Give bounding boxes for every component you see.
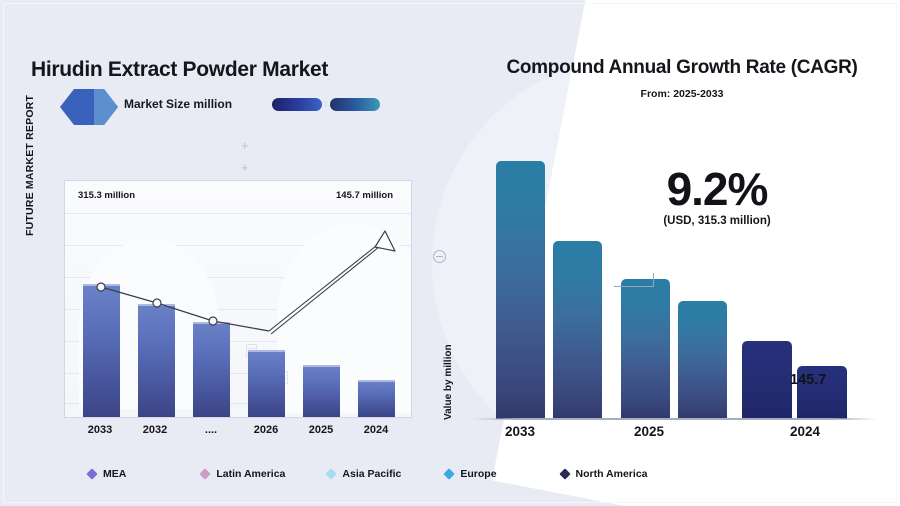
legend-label-north-america: North America [575, 468, 648, 480]
bar-ellipsis [193, 322, 230, 417]
brand-row: Market Size million : [60, 86, 400, 126]
bar-2026 [248, 350, 285, 417]
legend-label-latin-america: Latin America [216, 468, 286, 480]
x-label-2025: 2025 [308, 424, 334, 436]
brand-label: Market Size million [124, 97, 233, 111]
legend-label-mea: MEA [103, 468, 127, 480]
rbar-2033-upper [496, 161, 545, 419]
cagr-title: Compound Annual Growth Rate (CAGR) [506, 57, 858, 78]
rbar-2024-lower [797, 366, 847, 419]
rbar-2024-upper [742, 341, 792, 419]
legend-label-europe: Europe [460, 468, 497, 480]
pill-primary [272, 98, 322, 111]
right-x-label-2033: 2033 [504, 424, 536, 439]
legend-marker-europe [443, 468, 456, 480]
x-label-2026: 2026 [253, 424, 279, 436]
legend-marker-asia-pacific [325, 468, 338, 480]
legend-item-asia-pacific[interactable]: Asia Pacific [325, 468, 402, 480]
legend-item-europe[interactable]: Europe [443, 468, 497, 480]
left-chart-y-axis-title: FUTURE MARKET REPORT [24, 94, 36, 236]
x-label-ellipsis: .... [204, 424, 218, 436]
pill-separator-icon: : [325, 101, 327, 108]
legend: MEA Latin America Asia Pacific Europe No… [0, 464, 860, 484]
right-panel: Compound Annual Growth Rate (CAGR) From:… [452, 0, 900, 506]
x-label-2024: 2024 [363, 424, 389, 436]
left-chart-start-label: 315.3 million [78, 190, 136, 201]
left-bar-chart [64, 180, 412, 418]
plus-decor-icon-1: + [241, 138, 249, 153]
legend-pills: : [272, 98, 380, 111]
legend-item-north-america[interactable]: North America [558, 468, 648, 480]
legend-item-latin-america[interactable]: Latin America [199, 468, 286, 480]
bar-2024 [358, 380, 395, 417]
legend-marker-north-america [558, 468, 571, 480]
circle-minus-icon [433, 250, 446, 263]
legend-label-asia-pacific: Asia Pacific [342, 468, 402, 480]
x-label-2032: 2032 [142, 424, 168, 436]
x-label-2033: 2033 [87, 424, 113, 436]
legend-item-mea[interactable]: MEA [86, 468, 127, 480]
left-chart-x-labels: 2033 2032 .... 2026 2025 2024 [64, 424, 412, 442]
right-chart-baseline [472, 418, 878, 420]
legend-marker-latin-america [199, 468, 212, 480]
background-white-panel [780, 0, 900, 506]
trend-line-and-arrow [96, 230, 396, 335]
bar-2033 [83, 284, 120, 417]
legend-marker-mea [86, 468, 98, 480]
rbar-2025-upper [621, 279, 670, 419]
bracket-tick-horizontal [614, 286, 654, 288]
right-x-label-2025: 2025 [633, 424, 665, 439]
rbar-2025-lower [678, 301, 727, 419]
cagr-period: From: 2025-2033 [640, 88, 724, 100]
right-x-label-2024: 2024 [789, 424, 821, 439]
cagr-subtext: (USD, 315.3 million) [663, 215, 771, 227]
pill-secondary [329, 98, 380, 111]
right-bar-chart [452, 0, 900, 419]
plus-decor-icon-2: + [241, 160, 249, 175]
left-chart-end-label: 145.7 million [336, 190, 394, 201]
bracket-tick-vertical [653, 273, 655, 287]
right-chart-value-label: 145.7 [790, 372, 827, 388]
hexagon-logo-icon [60, 89, 118, 125]
cagr-value: 9.2% [666, 163, 769, 215]
rbar-2033-lower [553, 241, 602, 419]
bar-2025 [303, 365, 340, 417]
left-panel: Hirudin Extract Powder Market Market Siz… [24, 58, 412, 442]
page-title: Hirudin Extract Powder Market [31, 58, 329, 81]
